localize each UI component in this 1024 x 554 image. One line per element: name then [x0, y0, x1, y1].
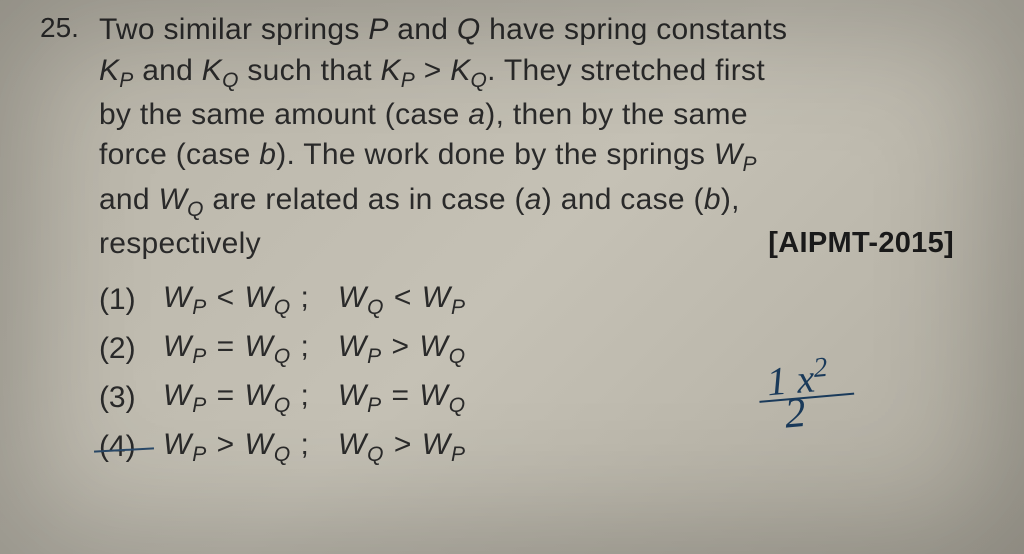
sep: ; — [291, 379, 319, 412]
var: W — [244, 330, 273, 363]
var: W — [163, 281, 192, 314]
sub: Q — [274, 345, 291, 368]
sub: Q — [274, 443, 291, 466]
sub: P — [451, 296, 466, 319]
text: force (case — [99, 138, 259, 171]
option-number: (4) — [99, 430, 149, 464]
var: W — [244, 379, 273, 412]
sep: ; — [291, 428, 319, 461]
op: > — [382, 330, 419, 363]
var-Q: Q — [457, 13, 481, 46]
text: ) and case ( — [542, 183, 704, 216]
var: W — [422, 281, 451, 314]
op: > — [385, 428, 422, 461]
sub-Q: Q — [222, 69, 239, 92]
text: > — [415, 54, 450, 87]
sub: P — [367, 345, 382, 368]
sub: P — [192, 296, 207, 319]
case-a: a — [525, 183, 542, 216]
op: = — [382, 379, 419, 412]
op: < — [385, 281, 422, 314]
text: ). The work done by the springs — [276, 138, 714, 171]
sub: P — [192, 394, 207, 417]
handwritten-annotation: 1 x2 2 — [750, 356, 857, 433]
text: . They stretched first — [487, 54, 765, 87]
option-4: (4) WP > WQ ; WQ > WP — [99, 428, 984, 467]
question-text: Two similar springs P and Q have spring … — [99, 10, 984, 265]
var: W — [419, 379, 448, 412]
sub: Q — [449, 394, 466, 417]
text: ), then by the same — [485, 98, 748, 131]
var: W — [419, 330, 448, 363]
text: are related as in case ( — [204, 183, 525, 216]
var-P: P — [368, 13, 388, 46]
var: W — [163, 379, 192, 412]
option-number: (1) — [99, 283, 149, 317]
var-K: K — [202, 54, 222, 87]
text: by the same amount (case — [99, 98, 468, 131]
var-W: W — [714, 138, 743, 171]
text: and — [134, 54, 202, 87]
option-content: WP > WQ ; WQ > WP — [163, 428, 466, 467]
case-a: a — [468, 98, 485, 131]
sub-P: P — [119, 69, 133, 92]
sub: Q — [274, 296, 291, 319]
var: W — [244, 281, 273, 314]
var: W — [244, 428, 273, 461]
text: and — [99, 183, 159, 216]
op: = — [207, 330, 244, 363]
sub: Q — [274, 394, 291, 417]
source-tag: [AIPMT-2015] — [768, 224, 954, 263]
text: such that — [239, 54, 381, 87]
var: W — [338, 379, 367, 412]
text: respectively — [99, 227, 261, 260]
sep: ; — [291, 281, 319, 314]
sub: P — [192, 443, 207, 466]
sub: P — [192, 345, 207, 368]
var: W — [422, 428, 451, 461]
option-content: WP = WQ ; WP = WQ — [163, 379, 466, 418]
text: have spring constants — [481, 13, 788, 46]
var: W — [338, 281, 367, 314]
var: W — [163, 330, 192, 363]
option-1: (1) WP < WQ ; WQ < WP — [99, 281, 984, 320]
sub: P — [451, 443, 466, 466]
text: ), — [721, 183, 740, 216]
op: = — [207, 379, 244, 412]
sub-P: P — [401, 69, 415, 92]
var-K: K — [450, 54, 470, 87]
sub-Q: Q — [471, 69, 488, 92]
sub: Q — [367, 443, 384, 466]
sep: ; — [291, 330, 319, 363]
sub: P — [367, 394, 382, 417]
sub-P: P — [743, 153, 757, 176]
var-K: K — [99, 54, 119, 87]
op: < — [207, 281, 244, 314]
var-K: K — [380, 54, 400, 87]
var: W — [163, 428, 192, 461]
text: and — [389, 13, 457, 46]
case-b: b — [259, 138, 276, 171]
option-content: WP < WQ ; WQ < WP — [163, 281, 466, 320]
option-number: (3) — [99, 381, 149, 415]
op: > — [207, 428, 244, 461]
sub-Q: Q — [187, 198, 204, 221]
sub: Q — [367, 296, 384, 319]
option-content: WP = WQ ; WP > WQ — [163, 330, 466, 369]
var-W: W — [159, 183, 188, 216]
question-number: 25. — [40, 10, 79, 477]
var: W — [338, 330, 367, 363]
sub: Q — [449, 345, 466, 368]
case-b: b — [704, 183, 721, 216]
text: Two similar springs — [99, 13, 368, 46]
option-number: (2) — [99, 332, 149, 366]
var: W — [338, 428, 367, 461]
hw-sup: 2 — [812, 352, 829, 384]
